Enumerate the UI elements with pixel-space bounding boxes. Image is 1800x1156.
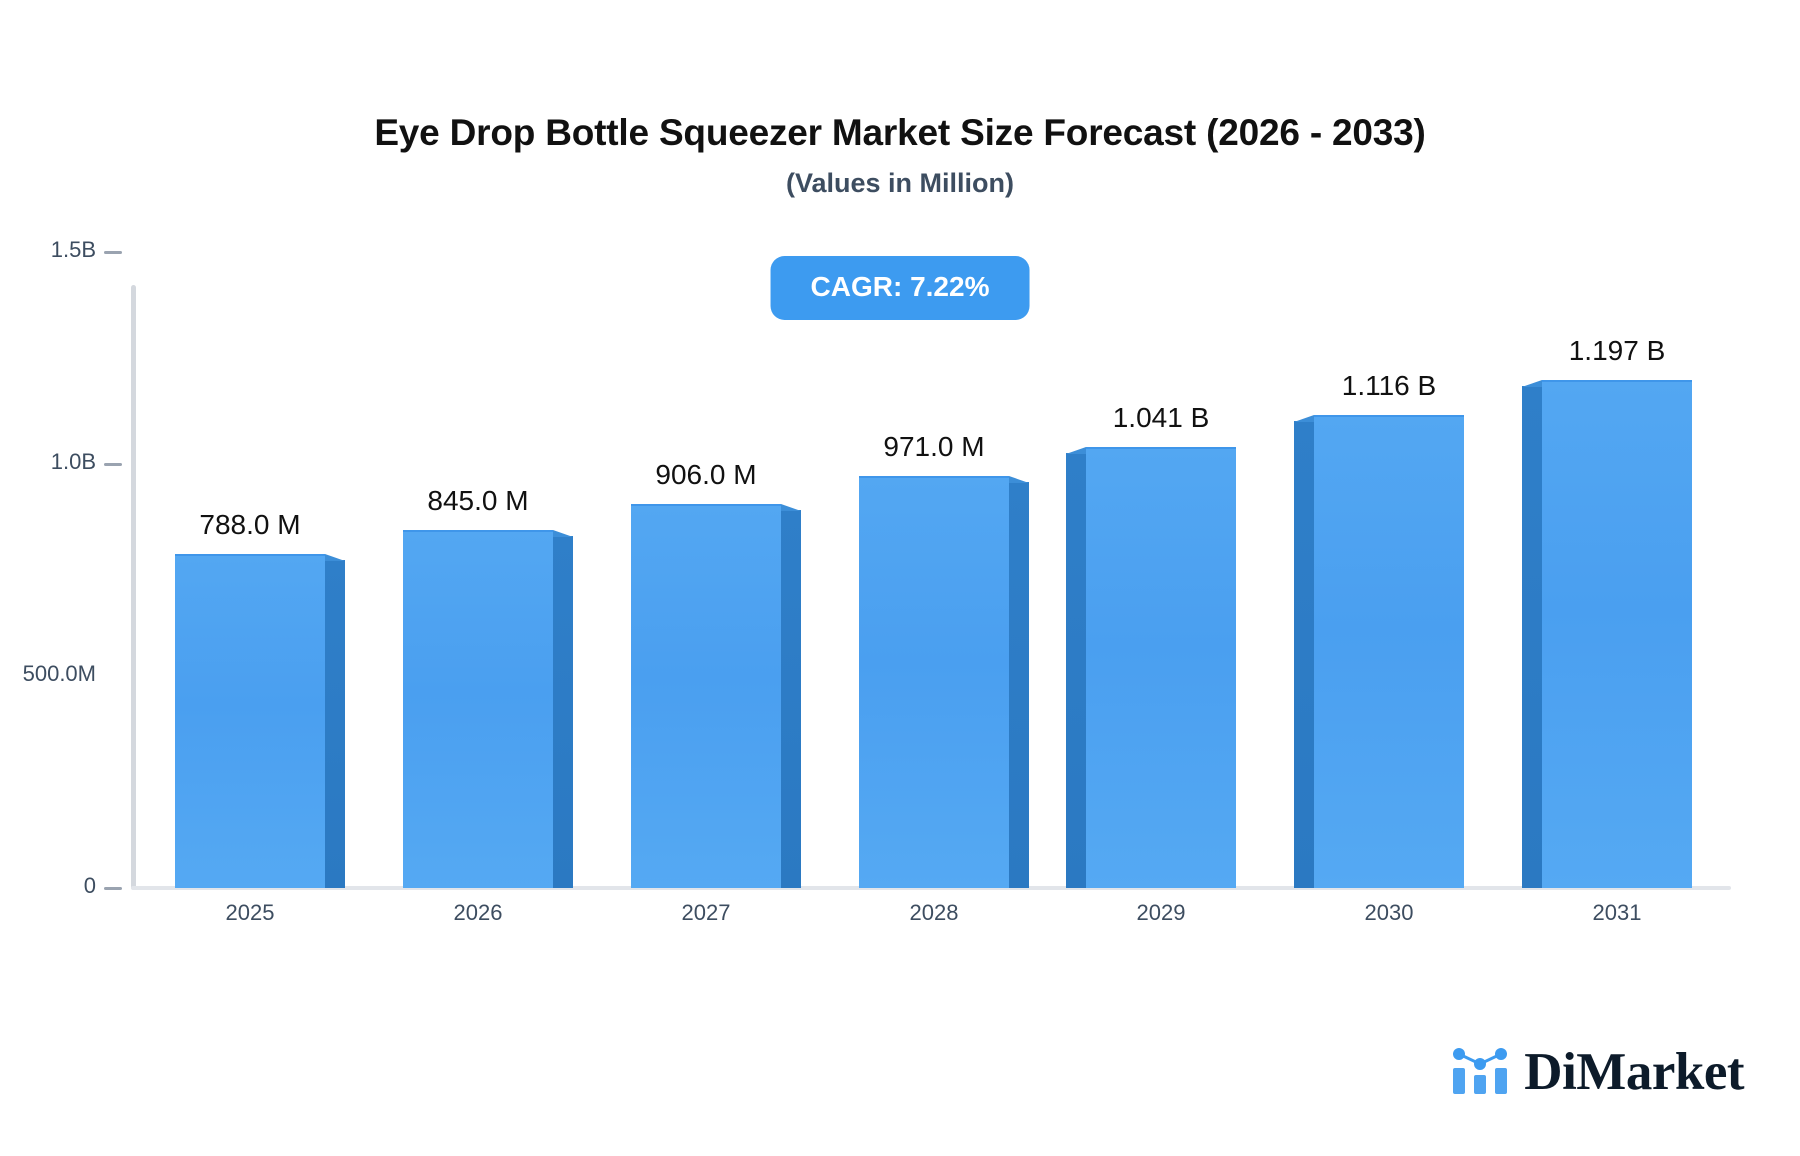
y-axis-tick-mark bbox=[104, 251, 122, 254]
bar-top-bevel bbox=[1009, 476, 1029, 483]
bar-side-face bbox=[1066, 453, 1086, 888]
brand-logo: DiMarket bbox=[1450, 1044, 1744, 1101]
bar-value-label: 788.0 M bbox=[199, 509, 301, 540]
x-axis-tick-label: 2030 bbox=[1364, 900, 1414, 925]
x-axis-line bbox=[131, 886, 1731, 890]
bar-top-bevel bbox=[781, 504, 801, 511]
y-axis-tick-label: 0 bbox=[83, 873, 96, 898]
bar-side-face bbox=[1522, 386, 1542, 888]
y-axis-tick-label: 500.0M bbox=[22, 661, 96, 686]
bar-side-face bbox=[781, 510, 801, 888]
bar-front-face bbox=[631, 504, 781, 888]
bar-front-face bbox=[1314, 415, 1464, 888]
y-axis-tick-mark bbox=[104, 887, 122, 890]
bar-top-bevel bbox=[325, 554, 345, 561]
x-axis-tick-label: 2029 bbox=[1136, 900, 1186, 925]
bar-value-label: 906.0 M bbox=[655, 459, 757, 490]
bar-front-face bbox=[1086, 447, 1236, 888]
x-axis-tick-label: 2028 bbox=[909, 900, 959, 925]
y-axis-line bbox=[131, 285, 136, 890]
y-axis-tick-label: 1.0B bbox=[50, 449, 96, 474]
bar-front-face bbox=[175, 554, 325, 888]
bar-top-bevel bbox=[1294, 415, 1314, 422]
bar-top-bevel bbox=[553, 530, 573, 537]
bar-side-face bbox=[325, 560, 345, 888]
cagr-badge: CAGR: 7.22% bbox=[770, 256, 1030, 320]
x-axis-tick-label: 2027 bbox=[681, 900, 731, 925]
bar-value-label: 1.116 B bbox=[1341, 370, 1437, 401]
bar-value-label: 1.197 B bbox=[1568, 335, 1666, 366]
bar-value-label: 1.041 B bbox=[1112, 402, 1210, 433]
bar-side-face bbox=[1009, 482, 1029, 888]
x-axis-tick-label: 2026 bbox=[453, 900, 503, 925]
y-axis-tick-label: 1.5B bbox=[50, 237, 96, 262]
x-axis-tick-label: 2025 bbox=[225, 900, 275, 925]
bar-chart-logo-icon bbox=[1450, 1044, 1510, 1101]
y-axis-tick-mark bbox=[104, 463, 122, 466]
bar-top-bevel bbox=[1066, 447, 1086, 454]
bar-front-face bbox=[859, 476, 1009, 888]
bar-side-face bbox=[553, 536, 573, 888]
bar-value-label: 845.0 M bbox=[427, 485, 529, 516]
bar-side-face bbox=[1294, 421, 1314, 888]
page-title: Eye Drop Bottle Squeezer Market Size For… bbox=[374, 112, 1426, 153]
chart-subtitle: (Values in Million) bbox=[785, 168, 1015, 198]
brand-name: DiMarket bbox=[1524, 1043, 1744, 1101]
x-axis-tick-label: 2031 bbox=[1592, 900, 1642, 925]
bar-value-label: 971.0 M bbox=[883, 431, 985, 462]
bar-top-bevel bbox=[1522, 380, 1542, 387]
bar-front-face bbox=[403, 530, 553, 888]
bar-front-face bbox=[1542, 380, 1692, 888]
